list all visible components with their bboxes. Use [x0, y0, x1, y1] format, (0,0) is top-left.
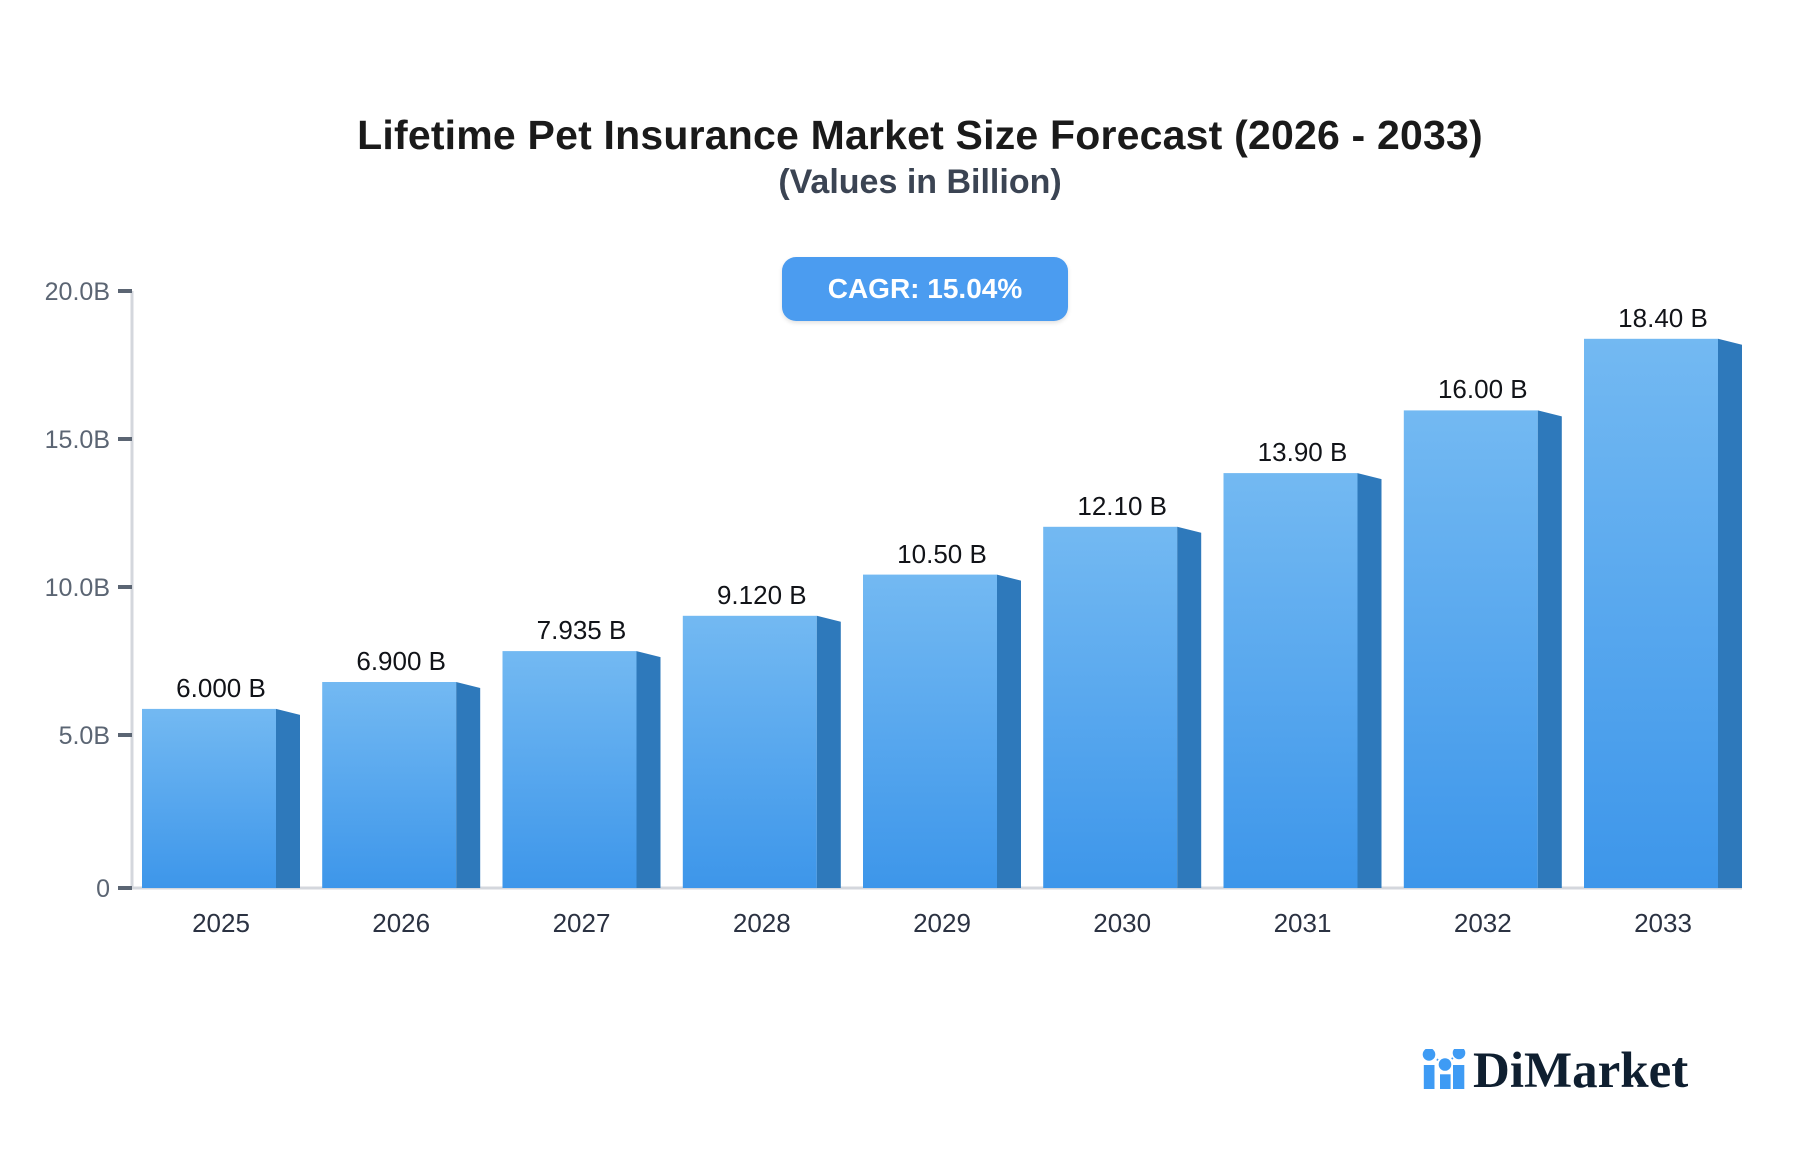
- svg-text:DiMarket: DiMarket: [1473, 1049, 1688, 1091]
